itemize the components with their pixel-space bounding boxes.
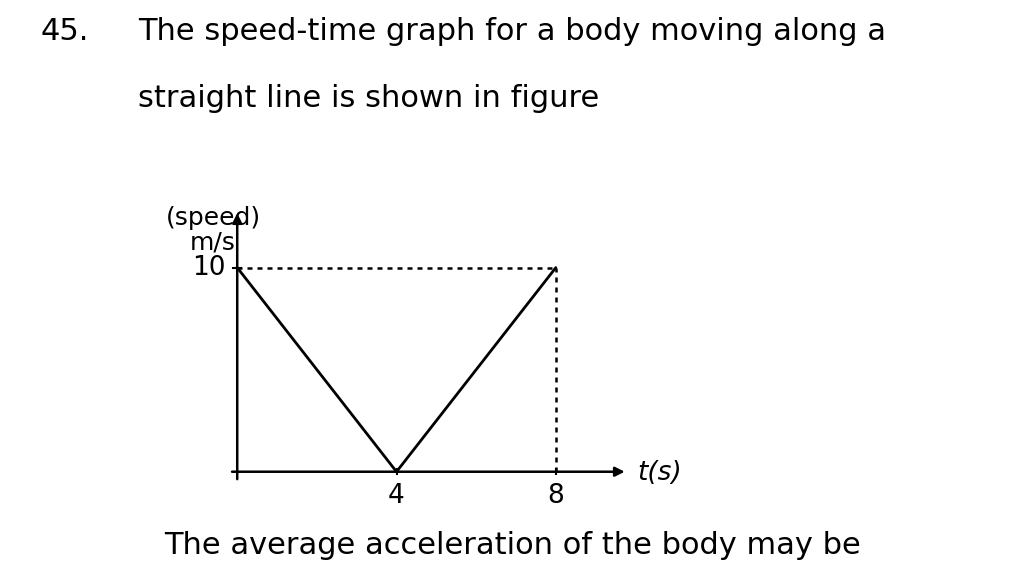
Text: m/s: m/s — [189, 231, 236, 255]
Text: 10: 10 — [191, 254, 225, 280]
Text: (speed): (speed) — [166, 207, 261, 230]
Text: t(s): t(s) — [637, 460, 682, 486]
Text: The speed-time graph for a body moving along a: The speed-time graph for a body moving a… — [138, 17, 886, 46]
Text: 45.: 45. — [41, 17, 89, 46]
Text: straight line is shown in figure: straight line is shown in figure — [138, 84, 599, 113]
Text: The average acceleration of the body may be: The average acceleration of the body may… — [164, 531, 860, 560]
Text: 8: 8 — [548, 483, 564, 509]
Text: 4: 4 — [388, 483, 404, 509]
